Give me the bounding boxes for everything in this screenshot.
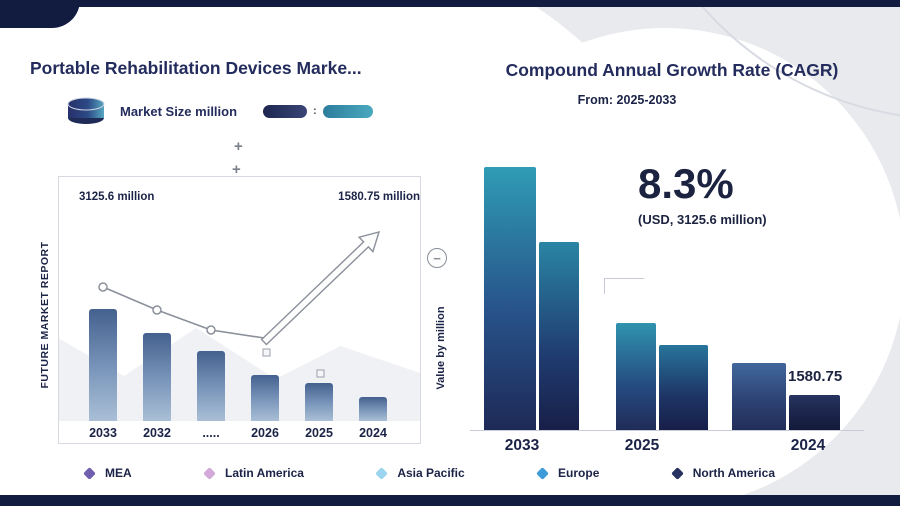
- left-chart-bars: 2033 2032..... 2026 2025 2024: [59, 177, 420, 443]
- market-size-label: Market Size million: [120, 103, 238, 119]
- legend-item-europe: Europe: [536, 466, 600, 480]
- left-x-label: 2032: [143, 426, 171, 440]
- cagr-percentage: 8.3%: [638, 160, 734, 207]
- legend-diamond-icon: [203, 466, 216, 480]
- axis-break-mark: [604, 278, 644, 294]
- start-value-label: 3125.6 million: [79, 191, 155, 203]
- legend-diamond-icon: [83, 466, 96, 480]
- database-icon: [67, 97, 105, 124]
- left-bar-2025: [305, 383, 333, 421]
- left-chart-panel: 3125.6 million 1580.75 million 2033 2032.…: [58, 176, 421, 444]
- left-bar-2032: [143, 333, 171, 421]
- cagr-title: Compound Annual Growth Rate (CAGR): [505, 60, 839, 80]
- y-axis-label: Value by million: [435, 306, 447, 390]
- right-bar-2024-b: [789, 395, 840, 430]
- left-x-label: 2025: [305, 426, 333, 440]
- right-x-label: 2033: [504, 437, 540, 454]
- right-x-label: 2025: [624, 437, 660, 454]
- region-legend: MEA Latin America Asia Pacific Europe North …: [83, 463, 775, 483]
- plus-decoration-bottom: +: [232, 161, 241, 178]
- legend-diamond-icon: [670, 466, 684, 480]
- cagr-subtitle: From: 2025-2033: [577, 93, 677, 107]
- right-bar-2033-b: [539, 242, 579, 430]
- minus-icon: −: [433, 250, 441, 266]
- left-x-label: .....: [202, 426, 220, 440]
- zoom-out-button[interactable]: −: [427, 248, 447, 268]
- end-value-label: 1580.75 million: [338, 191, 420, 203]
- right-bar-2025-b: [659, 345, 708, 430]
- x-axis-line: [470, 430, 864, 431]
- right-bar-2033-a: [484, 167, 536, 430]
- right-x-label: 2024: [790, 437, 826, 454]
- future-market-report-watermark: FUTURE MARKET REPORT: [39, 241, 51, 389]
- pill-dark-icon: [263, 104, 308, 118]
- legend-item-mea: MEA: [83, 466, 132, 480]
- legend-label: North America: [692, 466, 775, 480]
- legend-diamond-icon: [536, 466, 549, 480]
- right-chart-area: 2033 2025 2024: [470, 160, 878, 460]
- market-size-legend-row: Market Size million :: [64, 94, 373, 128]
- top-edge-strip: [0, 0, 900, 7]
- legend-label: Asia Pacific: [397, 466, 465, 480]
- left-bar-2024: [359, 397, 387, 421]
- legend-label: Latin America: [225, 466, 304, 480]
- cagr-detail: (USD, 3125.6 million): [638, 212, 767, 227]
- right-bar-2025-a: [616, 323, 656, 430]
- pill-separator: :: [313, 105, 317, 117]
- legend-item-asia-pacific: Asia Pacific: [375, 466, 465, 480]
- legend-diamond-icon: [375, 466, 389, 480]
- legend-label: MEA: [105, 466, 132, 480]
- right-bar-2024-a: [732, 363, 786, 430]
- plus-decoration-top: +: [234, 138, 243, 155]
- trend-line-arrow: [98, 231, 381, 378]
- right-chart-bars: 2033 2025 2024: [470, 160, 878, 460]
- left-chart-title: Portable Rehabilitation Devices Marke...: [30, 58, 362, 78]
- left-bar-2033: [89, 309, 117, 421]
- pill-teal-icon: [322, 104, 373, 118]
- left-bar-.....: [197, 351, 225, 421]
- legend-item-latin-america: Latin America: [203, 466, 304, 480]
- left-x-label: 2033: [89, 426, 117, 440]
- legend-label: Europe: [558, 466, 600, 480]
- bottom-edge-strip: [0, 495, 900, 506]
- left-x-label: 2026: [251, 426, 279, 440]
- pill-toggle-group: :: [263, 104, 373, 118]
- legend-item-north-america: North America: [670, 466, 775, 480]
- left-bar-2026: [251, 375, 279, 421]
- left-x-label: 2024: [359, 426, 387, 440]
- end-value-callout: 1580.75: [788, 368, 843, 385]
